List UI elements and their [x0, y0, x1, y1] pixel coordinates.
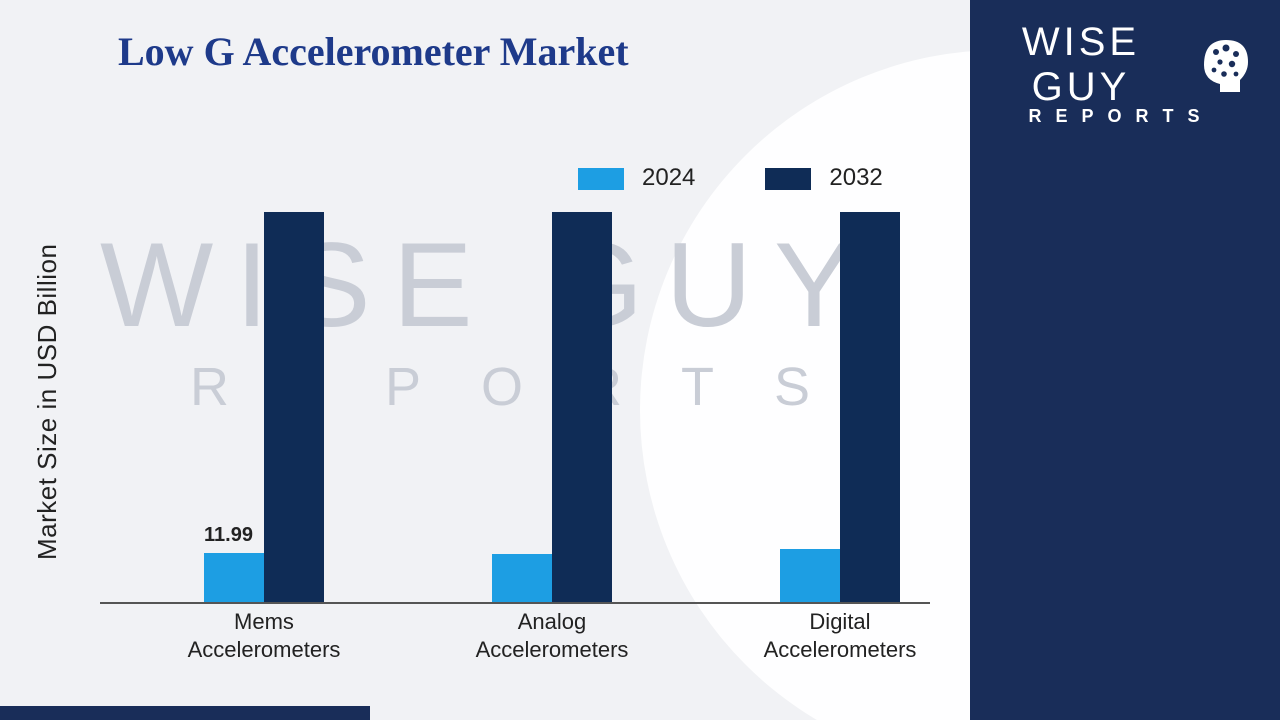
legend-item-2032: 2032	[765, 164, 882, 192]
chart-canvas: WISE GUY REPORTS Low G Accelerometer Mar…	[0, 0, 1280, 720]
bar-2024	[780, 549, 840, 602]
bar-2024	[204, 553, 264, 602]
bar-value-label: 11.99	[204, 524, 253, 547]
bar-2032	[552, 212, 612, 602]
x-label: AnalogAccelerometers	[452, 602, 652, 663]
brand-logo: WISE GUY REPORTS	[986, 20, 1256, 127]
bar-2024	[492, 554, 552, 602]
brand-name-text: WISE GUY	[986, 20, 1176, 110]
bar-2032	[840, 212, 900, 602]
x-label: DigitalAccelerometers	[740, 602, 940, 663]
bar-group: MemsAccelerometers11.99	[204, 212, 324, 602]
bar-group: AnalogAccelerometers	[492, 212, 612, 602]
legend-item-2024: 2024	[578, 164, 695, 192]
legend-label-2032: 2032	[829, 164, 882, 191]
bottom-accent-bar	[0, 706, 370, 720]
legend-swatch-2024	[578, 168, 624, 190]
legend-swatch-2032	[765, 168, 811, 190]
x-label: MemsAccelerometers	[164, 602, 364, 663]
brand-logo-main: WISE GUY	[986, 20, 1256, 110]
chart-title: Low G Accelerometer Market	[118, 28, 629, 75]
bar-2032	[264, 212, 324, 602]
y-axis-label: Market Size in USD Billion	[32, 244, 63, 560]
brain-head-icon	[1186, 30, 1256, 100]
bar-group: DigitalAccelerometers	[780, 212, 900, 602]
legend-label-2024: 2024	[642, 164, 695, 191]
legend: 2024 2032	[578, 164, 883, 192]
plot-area: MemsAccelerometers11.99 AnalogAcceleromet…	[100, 196, 930, 604]
